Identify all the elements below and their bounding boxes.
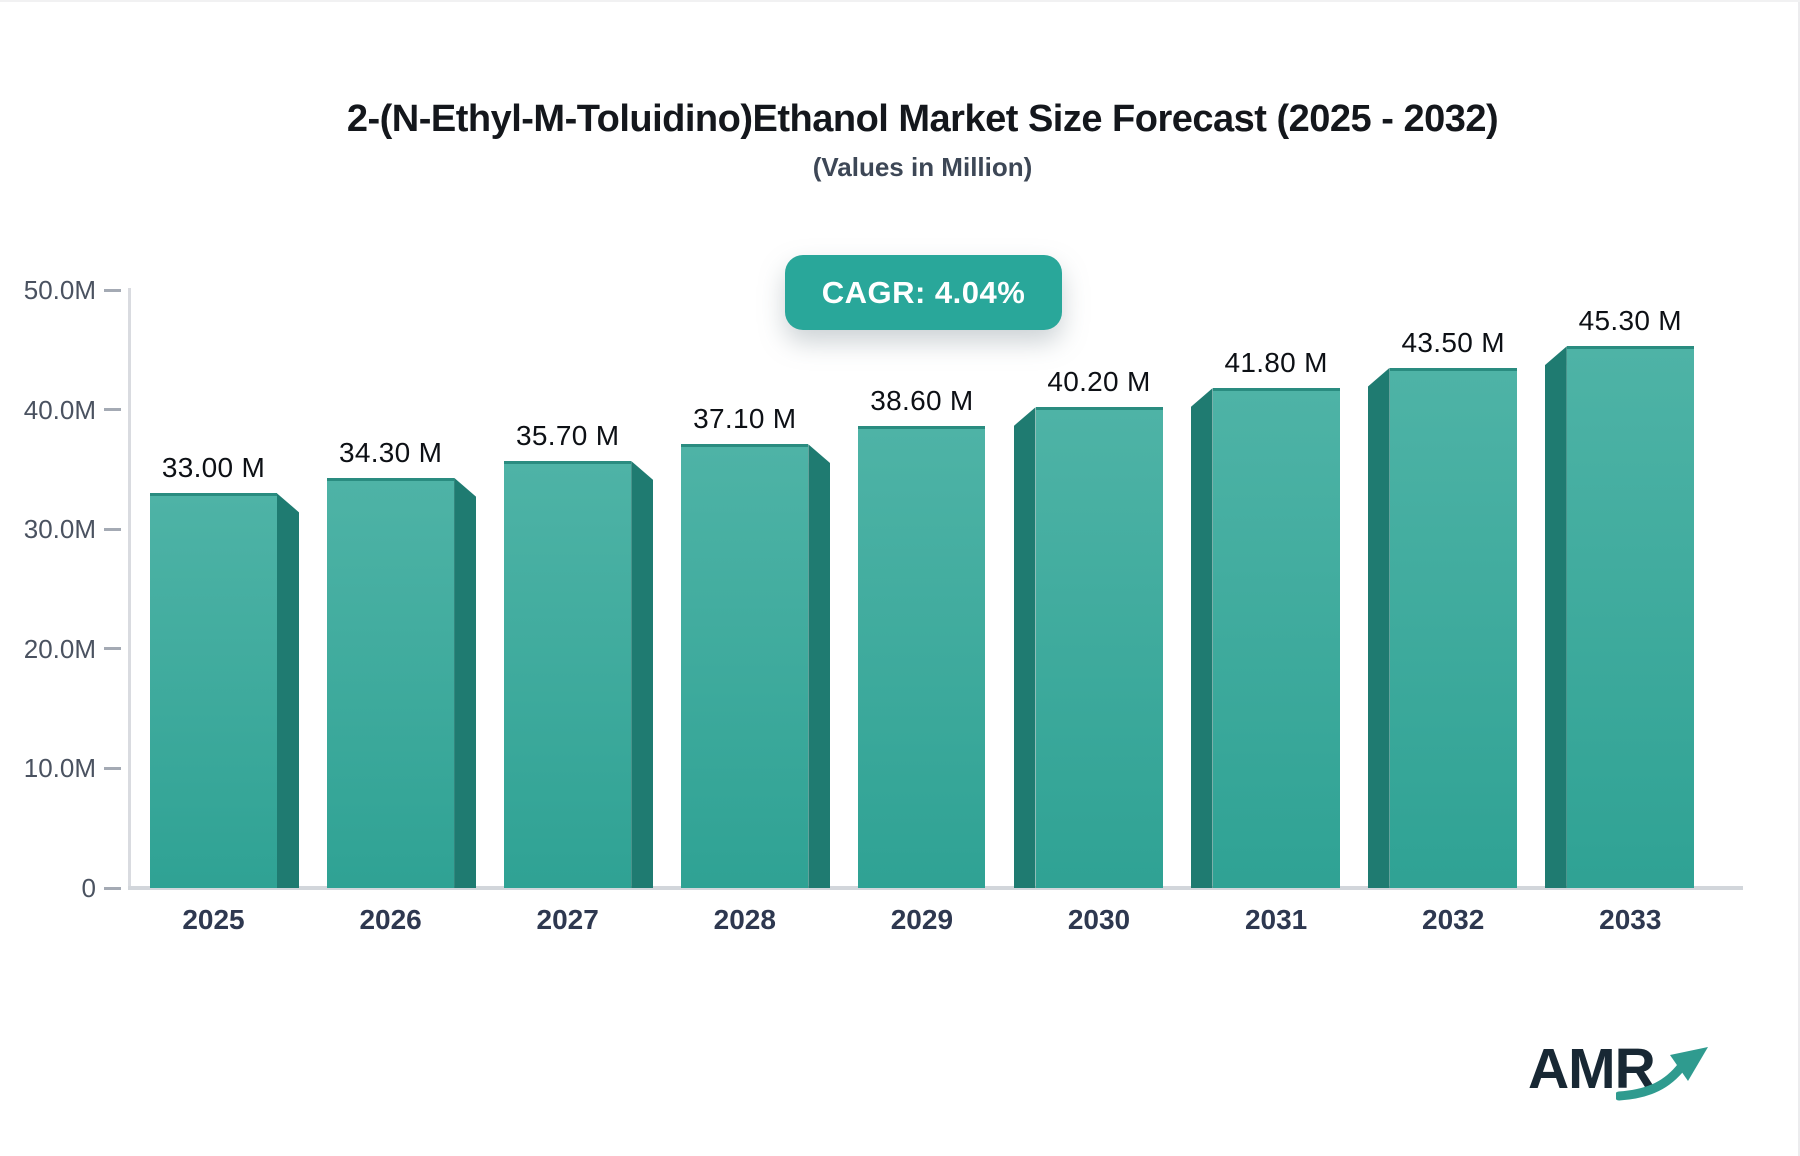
bar-value-label: 38.60 M xyxy=(870,385,974,417)
bar-value-label: 33.00 M xyxy=(161,452,266,484)
bar-2027[interactable] xyxy=(504,461,632,888)
x-tick-label-2032: 2032 xyxy=(1422,904,1485,935)
cagr-badge: CAGR: 4.04% xyxy=(785,255,1062,330)
bar-side-face xyxy=(631,461,654,888)
bar-2033[interactable] xyxy=(1566,346,1694,888)
bar-side-face xyxy=(277,493,299,888)
x-tick-label-2031: 2031 xyxy=(1244,904,1308,935)
y-tick-label: 0 xyxy=(81,873,96,903)
y-axis-line xyxy=(128,288,131,889)
x-tick-label-2028: 2028 xyxy=(713,904,776,935)
bar-2025[interactable] xyxy=(150,493,277,888)
cagr-badge-label: CAGR: 4.04% xyxy=(821,274,1026,310)
bar-value-label: 41.80 M xyxy=(1224,347,1328,379)
chart-subtitle: (Values in Million) xyxy=(812,152,1033,182)
chart-title: 2-(N-Ethyl-M-Toluidino)Ethanol Market Si… xyxy=(346,98,1499,140)
trending-up-arrow-icon xyxy=(1616,1047,1708,1101)
x-tick-label-2030: 2030 xyxy=(1067,904,1131,935)
bar-side-face xyxy=(1013,407,1036,888)
bar-value-label: 35.70 M xyxy=(516,420,620,452)
window-right-edge xyxy=(1798,2,1800,1156)
y-tick-label: 50.0M xyxy=(23,275,96,305)
y-tick-dash xyxy=(104,886,121,890)
y-tick-dash xyxy=(104,766,121,770)
x-tick-label-2025: 2025 xyxy=(182,904,245,935)
y-tick-label: 40.0M xyxy=(23,394,96,425)
bar-2031[interactable] xyxy=(1212,388,1340,888)
y-tick-label: 30.0M xyxy=(23,514,96,545)
bar-value-label: 40.20 M xyxy=(1047,366,1151,398)
bar-2028[interactable] xyxy=(681,444,809,888)
x-tick-label-2029: 2029 xyxy=(890,904,954,935)
x-tick-label-2033: 2033 xyxy=(1599,904,1662,935)
bar-value-label: 34.30 M xyxy=(338,436,443,468)
bar-2029[interactable] xyxy=(858,426,986,888)
y-tick-dash xyxy=(104,288,121,292)
x-axis-line xyxy=(128,886,1743,890)
y-tick-dash xyxy=(104,527,121,531)
bar-side-face xyxy=(808,444,831,888)
amr-logo: AMR xyxy=(1528,1038,1718,1113)
y-tick-label: 20.0M xyxy=(23,633,96,664)
x-tick-label-2026: 2026 xyxy=(359,904,422,935)
x-tick-label-2027: 2027 xyxy=(536,904,599,935)
bar-value-label: 45.30 M xyxy=(1578,305,1682,337)
bar-value-label: 37.10 M xyxy=(693,403,797,435)
y-tick-label: 10.0M xyxy=(23,753,96,784)
bar-side-face xyxy=(454,477,477,888)
bar-side-face xyxy=(1544,346,1567,888)
y-tick-dash xyxy=(104,647,121,651)
bar-2026[interactable] xyxy=(327,477,455,888)
bar-side-face xyxy=(1190,388,1213,888)
bar-value-label: 43.50 M xyxy=(1401,326,1505,358)
bar-2032[interactable] xyxy=(1389,367,1517,888)
bar-2030[interactable] xyxy=(1035,407,1163,888)
y-tick-dash xyxy=(104,408,121,412)
bar-side-face xyxy=(1367,367,1390,888)
